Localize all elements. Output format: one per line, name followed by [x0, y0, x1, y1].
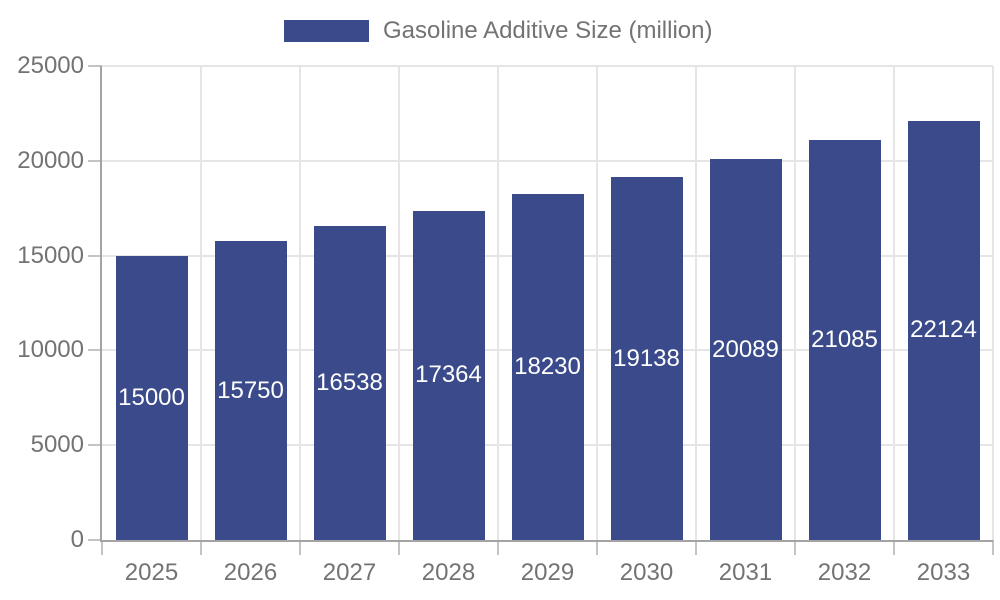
x-axis-tick: [497, 540, 499, 555]
x-axis-line: [100, 540, 993, 542]
gridline-horizontal: [102, 65, 993, 67]
bar-value-label: 19138: [613, 344, 680, 372]
gridline-vertical: [695, 66, 697, 540]
x-axis-tick: [695, 540, 697, 555]
x-axis-tick: [200, 540, 202, 555]
gridline-vertical: [794, 66, 796, 540]
legend-label: Gasoline Additive Size (million): [383, 17, 713, 44]
y-axis-label: 5000: [30, 431, 84, 459]
x-axis-label: 2030: [619, 559, 674, 586]
x-axis-tick: [299, 540, 301, 555]
y-axis-tick: [88, 65, 102, 67]
x-axis-tick: [893, 540, 895, 555]
gridline-vertical: [497, 66, 499, 540]
bar: [808, 140, 881, 540]
gridline-horizontal: [102, 159, 993, 162]
x-axis-label: 2027: [322, 559, 377, 586]
y-axis-label: 0: [70, 526, 84, 553]
x-axis-label: 2029: [520, 559, 575, 586]
bar-value-label: 17364: [415, 361, 482, 389]
legend: Gasoline Additive Size (million): [284, 17, 712, 45]
y-axis-tick: [88, 159, 102, 162]
x-axis-label: 2026: [223, 559, 278, 586]
y-axis-tick: [88, 349, 102, 352]
legend-swatch: [284, 20, 369, 42]
bar: [907, 120, 980, 540]
bar-value-label: 16538: [316, 369, 383, 397]
bar: [115, 255, 188, 540]
x-axis-tick: [101, 540, 103, 555]
bar-value-label: 21085: [811, 326, 878, 354]
x-axis-label: 2033: [916, 559, 971, 586]
x-axis-label: 2031: [718, 559, 773, 586]
gridline-vertical: [299, 66, 301, 540]
bar: [214, 241, 287, 540]
y-axis-label: 25000: [17, 52, 84, 79]
bar: [511, 194, 584, 540]
gridline-vertical: [992, 66, 994, 540]
x-axis-label: 2025: [124, 559, 179, 586]
bar: [313, 226, 386, 540]
bar-value-label: 18230: [514, 353, 581, 381]
y-axis-label: 15000: [17, 241, 84, 269]
x-axis-tick: [992, 540, 994, 555]
x-axis-label: 2032: [817, 559, 872, 586]
x-axis-tick: [794, 540, 796, 555]
bar-value-label: 15750: [217, 376, 284, 404]
x-axis-label: 2028: [421, 559, 476, 586]
bar-value-label: 20089: [712, 335, 779, 363]
y-axis-tick: [88, 254, 102, 257]
y-axis-tick: [88, 444, 102, 447]
y-axis-line: [100, 66, 102, 542]
y-axis-label: 10000: [17, 336, 84, 364]
y-axis-label: 20000: [17, 146, 84, 174]
x-axis-tick: [398, 540, 400, 555]
gridline-vertical: [200, 66, 202, 540]
bar: [709, 159, 782, 540]
gridline-vertical: [893, 66, 895, 540]
y-axis-tick: [88, 539, 102, 541]
bar: [610, 177, 683, 540]
x-axis-tick: [596, 540, 598, 555]
bar-value-label: 15000: [118, 383, 185, 411]
gridline-vertical: [398, 66, 400, 540]
bar-value-label: 22124: [910, 316, 977, 344]
bar: [412, 210, 485, 540]
gridline-vertical: [596, 66, 598, 540]
